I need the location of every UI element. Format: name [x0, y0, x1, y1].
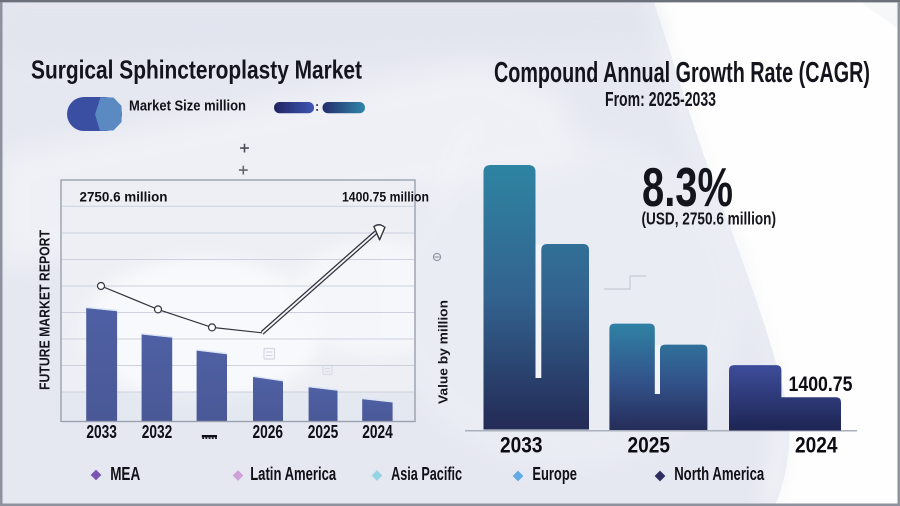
svg-text:Asia Pacific: Asia Pacific — [391, 464, 462, 484]
svg-text:2026: 2026 — [253, 421, 284, 442]
svg-text:Latin America: Latin America — [250, 464, 337, 484]
svg-text:Compound Annual Growth Rate (C: Compound Annual Growth Rate (CAGR) — [494, 57, 870, 89]
svg-text:2025: 2025 — [308, 421, 339, 442]
svg-text:Value by million: Value by million — [436, 300, 450, 404]
svg-text:(USD, 2750.6 million): (USD, 2750.6 million) — [642, 209, 777, 229]
svg-text:North America: North America — [674, 464, 765, 484]
svg-text:8.3%: 8.3% — [642, 156, 733, 218]
svg-text:Market Size million: Market Size million — [129, 98, 246, 115]
svg-text:2033: 2033 — [500, 433, 543, 458]
svg-text:Europe: Europe — [532, 464, 577, 484]
svg-text:From: 2025-2033: From: 2025-2033 — [605, 89, 716, 111]
svg-text:1400.75 million: 1400.75 million — [342, 188, 429, 204]
svg-text:2033: 2033 — [86, 421, 117, 442]
svg-text:2024: 2024 — [362, 421, 393, 442]
svg-text:2024: 2024 — [795, 433, 838, 458]
svg-text:2750.6 million: 2750.6 million — [80, 188, 168, 204]
svg-text:Surgical Sphincteroplasty Mark: Surgical Sphincteroplasty Market — [31, 54, 362, 84]
svg-text:2025: 2025 — [628, 433, 671, 458]
svg-text:1400.75: 1400.75 — [789, 373, 853, 396]
svg-text:2032: 2032 — [142, 421, 173, 442]
svg-text:MEA: MEA — [110, 464, 140, 484]
svg-text:FUTURE MARKET REPORT: FUTURE MARKET REPORT — [38, 230, 54, 390]
